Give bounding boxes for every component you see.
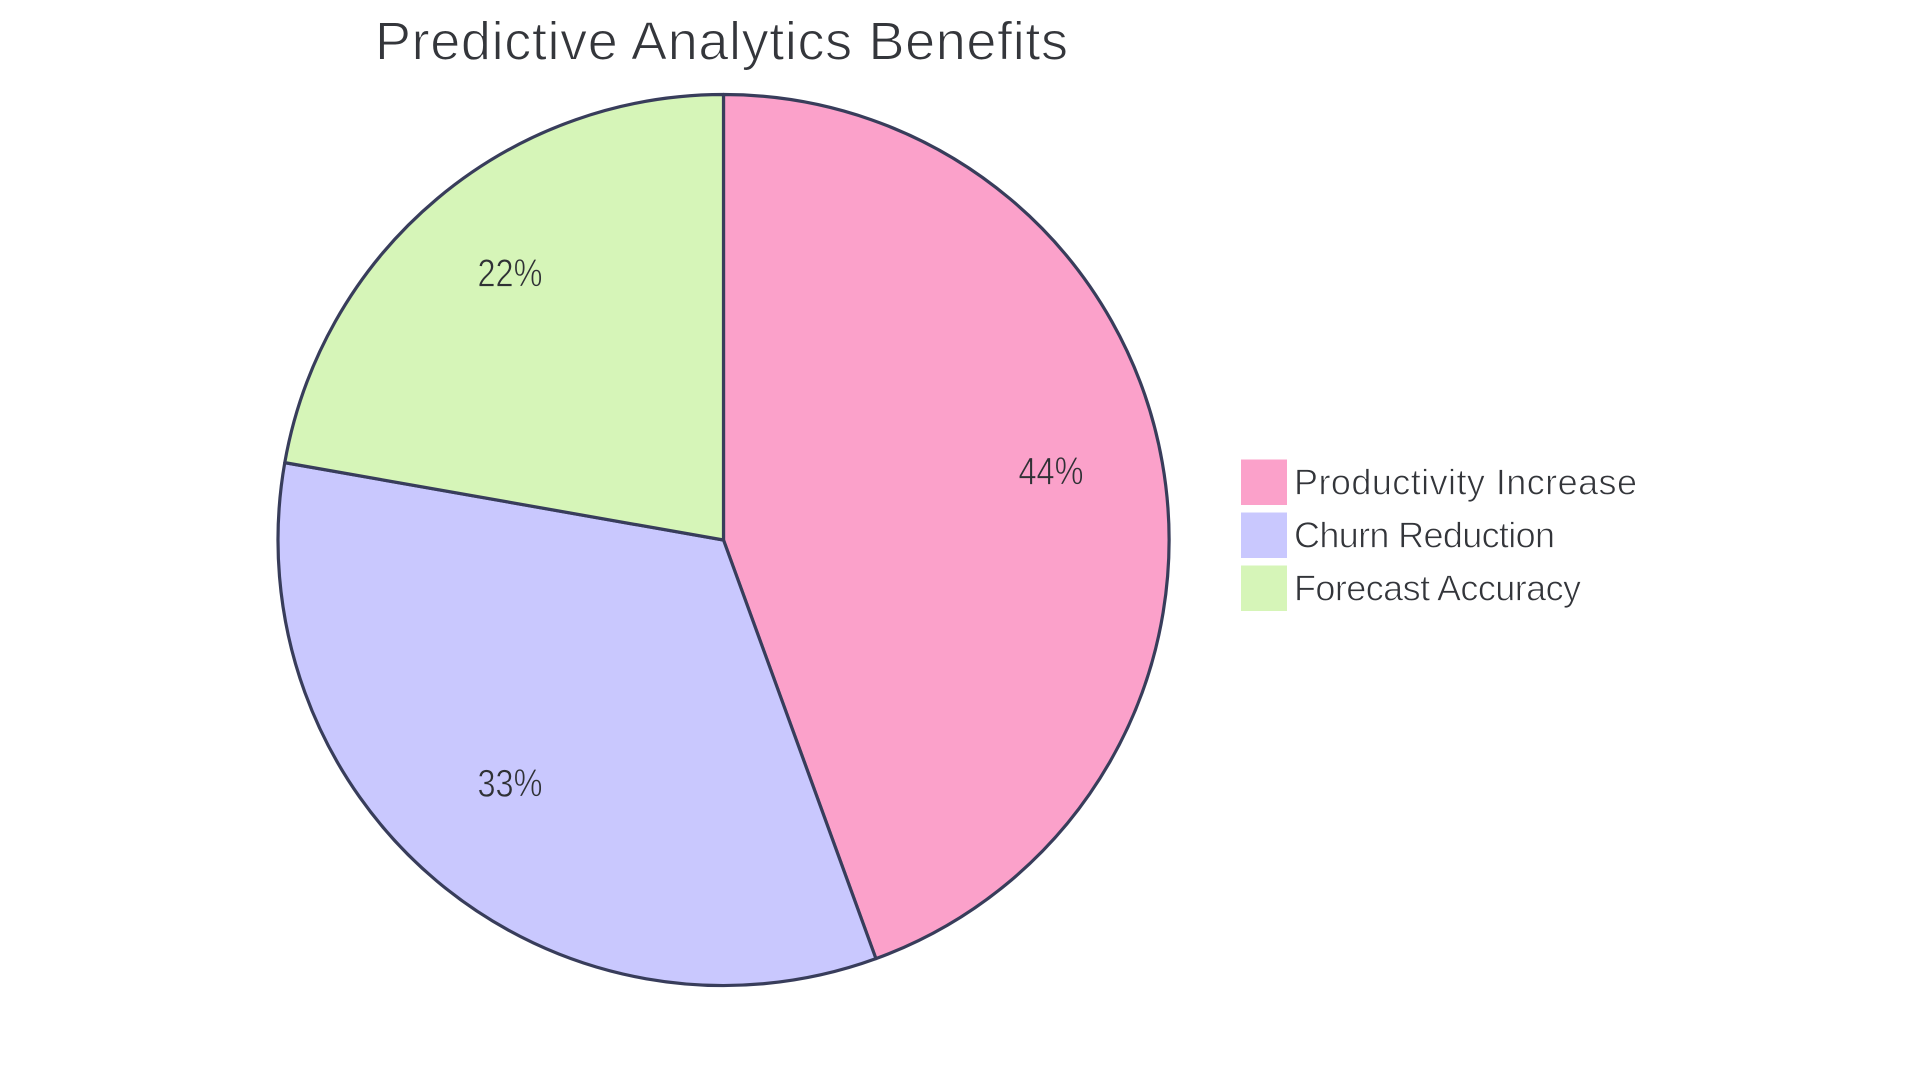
- svg-text:Churn Reduction: Churn Reduction: [1294, 514, 1555, 555]
- svg-text:Productivity Increase: Productivity Increase: [1294, 461, 1637, 502]
- svg-text:22%: 22%: [478, 252, 543, 295]
- svg-text:44%: 44%: [1019, 450, 1084, 493]
- svg-text:33%: 33%: [478, 762, 543, 805]
- svg-text:Predictive Analytics Benefits: Predictive Analytics Benefits: [375, 12, 1068, 72]
- svg-text:Forecast Accuracy: Forecast Accuracy: [1294, 567, 1581, 608]
